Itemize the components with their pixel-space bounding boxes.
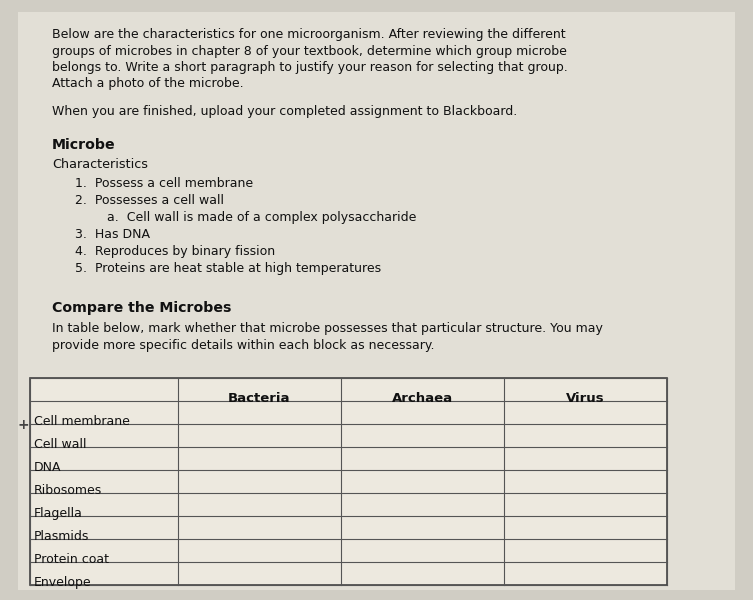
Text: +: + [18, 418, 29, 432]
Text: Flagella: Flagella [34, 507, 83, 520]
Text: Cell wall: Cell wall [34, 438, 87, 451]
Text: Below are the characteristics for one microorganism. After reviewing the differe: Below are the characteristics for one mi… [52, 28, 566, 41]
Bar [30, 378, 667, 585]
Text: 1.  Possess a cell membrane: 1. Possess a cell membrane [75, 177, 253, 190]
Text: 2.  Possesses a cell wall: 2. Possesses a cell wall [75, 194, 224, 207]
Text: In table below, mark whether that microbe possesses that particular structure. Y: In table below, mark whether that microb… [52, 322, 603, 335]
Text: 3.  Has DNA: 3. Has DNA [75, 228, 150, 241]
Text: Attach a photo of the microbe.: Attach a photo of the microbe. [52, 77, 244, 91]
Text: Ribosomes: Ribosomes [34, 484, 102, 497]
Text: a.  Cell wall is made of a complex polysaccharide: a. Cell wall is made of a complex polysa… [75, 211, 416, 224]
Text: Protein coat: Protein coat [34, 553, 109, 566]
Text: Plasmids: Plasmids [34, 530, 90, 543]
Text: Cell membrane: Cell membrane [34, 415, 130, 428]
Text: Virus: Virus [566, 392, 605, 405]
Text: Compare the Microbes: Compare the Microbes [52, 301, 231, 315]
Text: 4.  Reproduces by binary fission: 4. Reproduces by binary fission [75, 245, 275, 258]
Text: belongs to. Write a short paragraph to justify your reason for selecting that gr: belongs to. Write a short paragraph to j… [52, 61, 568, 74]
Text: Archaea: Archaea [392, 392, 453, 405]
Text: DNA: DNA [34, 461, 62, 474]
Text: Envelope: Envelope [34, 576, 92, 589]
Text: provide more specific details within each block as necessary.: provide more specific details within eac… [52, 338, 434, 352]
Text: 5.  Proteins are heat stable at high temperatures: 5. Proteins are heat stable at high temp… [75, 262, 381, 275]
Text: When you are finished, upload your completed assignment to Blackboard.: When you are finished, upload your compl… [52, 105, 517, 118]
Text: groups of microbes in chapter 8 of your textbook, determine which group microbe: groups of microbes in chapter 8 of your … [52, 44, 567, 58]
Text: Bacteria: Bacteria [228, 392, 291, 405]
Text: Microbe: Microbe [52, 138, 116, 152]
Text: Characteristics: Characteristics [52, 158, 148, 171]
